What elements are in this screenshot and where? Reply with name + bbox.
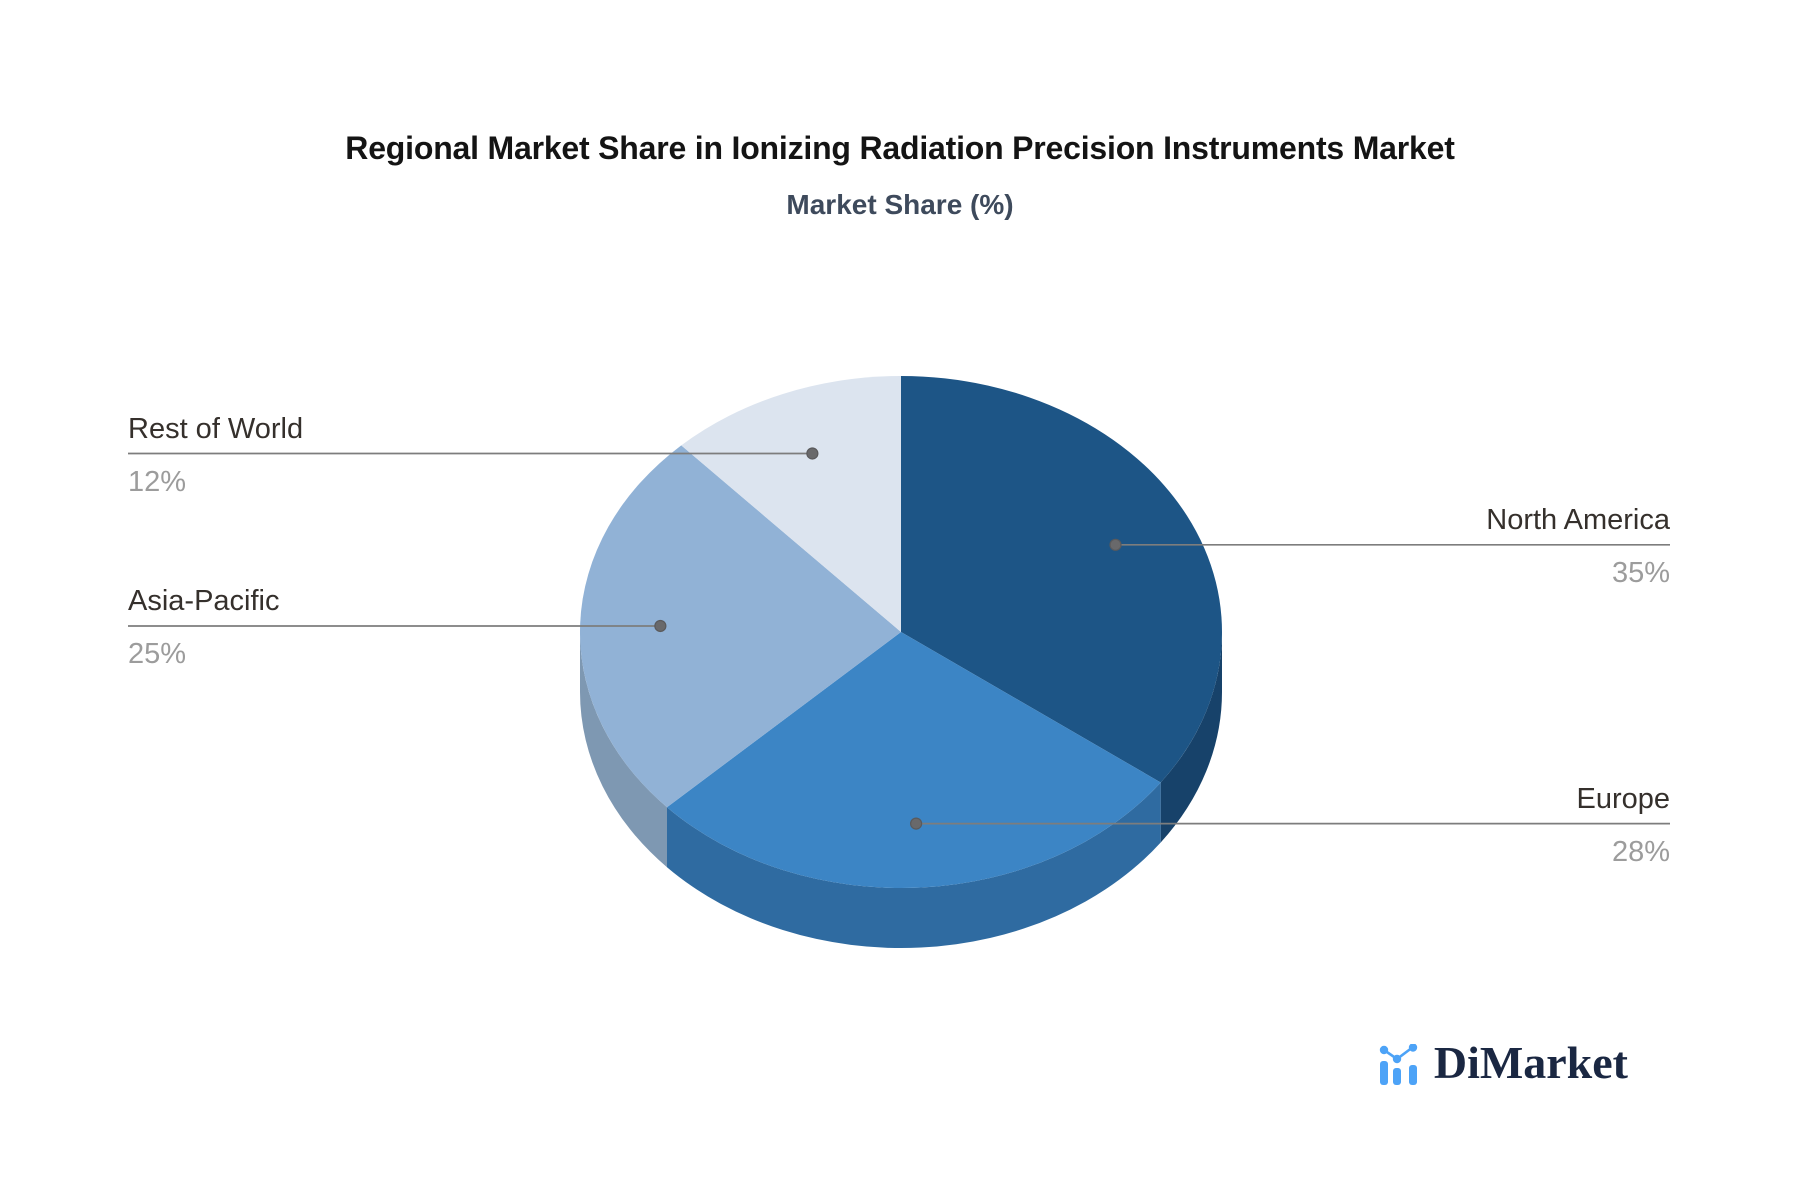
bar-line-chart-icon <box>1379 1044 1418 1085</box>
pie-slice-asia-pacific <box>580 445 901 808</box>
chart-subtitle: Market Share (%) <box>786 189 1014 220</box>
leader-dot-europe <box>910 817 923 830</box>
leader-dot-rest-of-world <box>806 447 819 460</box>
slice-label: Asia-Pacific <box>128 585 280 617</box>
slice-label: North America <box>1486 504 1670 536</box>
pie-slice-side-europe <box>667 782 1161 948</box>
pie-slice-north-america <box>901 376 1222 783</box>
slice-label: Europe <box>1576 783 1670 815</box>
leader-dot-asia-pacific <box>654 619 667 633</box>
slice-percentage: 25% <box>128 638 187 670</box>
pie-slice-side-asia-pacific <box>580 632 668 868</box>
pie-slice-rest-of-world <box>681 376 901 632</box>
slice-percentage: 12% <box>128 466 187 498</box>
brand-wordmark: DiMarket <box>1433 1037 1628 1088</box>
pie-slice-side-north-america <box>1160 632 1222 843</box>
chart-title: Regional Market Share in Ionizing Radiat… <box>345 130 1455 166</box>
slice-percentage: 28% <box>1611 836 1670 868</box>
slice-label: Rest of World <box>128 413 304 445</box>
brand-logo: DiMarket <box>1378 1040 1628 1086</box>
slice-percentage: 35% <box>1611 557 1670 589</box>
leader-dot-north-america <box>1109 538 1122 551</box>
